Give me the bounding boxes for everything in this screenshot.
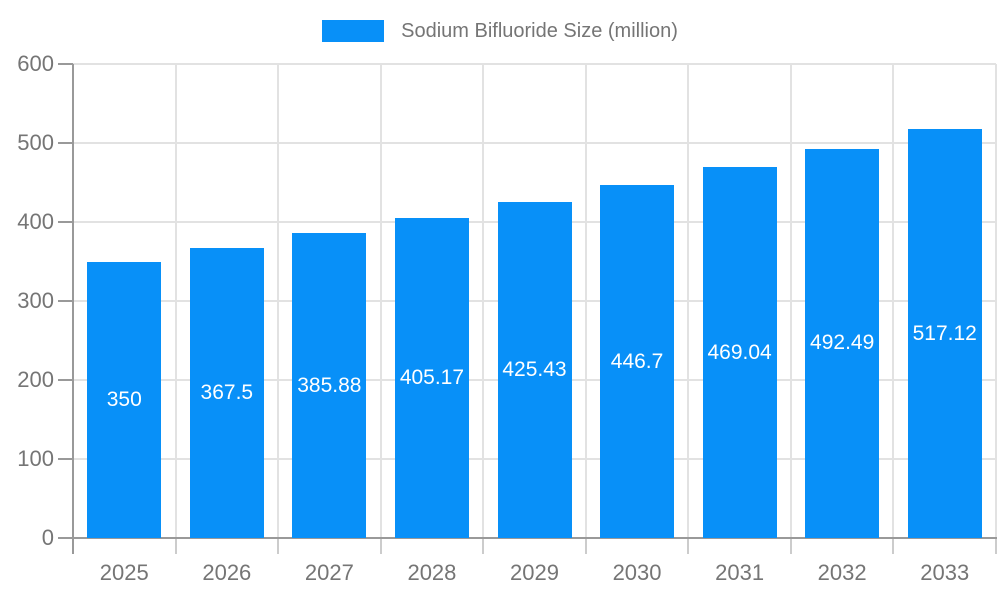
bar-2031[interactable] <box>702 167 777 538</box>
x-axis-category-label: 2032 <box>817 560 867 585</box>
x-axis-tick <box>174 538 177 554</box>
y-axis-tick-label: 100 <box>17 446 54 471</box>
y-axis-tick <box>58 63 73 65</box>
y-axis-tick-label: 0 <box>41 525 54 550</box>
x-axis-category-label: 2027 <box>304 560 354 585</box>
gridline-vertical <box>995 64 997 538</box>
gridline-vertical <box>892 64 895 538</box>
x-axis-category-label: 2028 <box>407 560 457 585</box>
x-axis-line <box>72 537 997 539</box>
gridline-vertical <box>482 64 485 538</box>
y-axis-tick-label: 500 <box>17 130 54 155</box>
bar-2028[interactable] <box>394 217 469 538</box>
x-axis-category-label: 2025 <box>99 560 149 585</box>
gridline-vertical <box>379 64 382 538</box>
y-axis-tick <box>58 300 73 302</box>
bar-2026[interactable] <box>189 247 264 538</box>
y-axis-tick <box>58 458 73 460</box>
bar-2032[interactable] <box>805 148 880 538</box>
y-axis-tick-label: 300 <box>17 288 54 313</box>
bar-2033[interactable] <box>907 129 982 538</box>
y-axis-tick-label: 200 <box>17 367 54 392</box>
y-axis-tick-label: 600 <box>17 51 54 76</box>
x-axis-tick <box>379 538 382 554</box>
y-axis-line <box>72 64 74 554</box>
x-axis-tick <box>789 538 792 554</box>
bar-2027[interactable] <box>292 233 367 538</box>
x-axis-tick <box>995 538 997 554</box>
y-axis-tick <box>58 142 73 144</box>
y-axis-tick-label: 400 <box>17 209 54 234</box>
x-axis-category-label: 2029 <box>510 560 559 585</box>
bar-2029[interactable] <box>497 201 572 538</box>
gridline-vertical <box>277 64 280 538</box>
x-axis-tick <box>277 538 280 554</box>
x-axis-category-label: 2031 <box>715 560 765 585</box>
bar-2030[interactable] <box>600 185 675 538</box>
gridline-vertical <box>584 64 587 538</box>
gridline-vertical <box>789 64 792 538</box>
x-axis-tick <box>892 538 895 554</box>
gridline-vertical <box>687 64 690 538</box>
x-axis-category-label: 2033 <box>920 560 970 585</box>
gridline-horizontal <box>73 63 996 65</box>
legend-series-label: Sodium Bifluoride Size (million) <box>401 20 678 42</box>
gridline-horizontal <box>73 142 996 144</box>
bar-2025[interactable] <box>87 261 162 538</box>
legend-item[interactable]: Sodium Bifluoride Size (million) <box>0 19 1000 43</box>
y-axis-tick <box>58 379 73 381</box>
x-axis-tick <box>687 538 690 554</box>
legend-color-swatch <box>322 20 385 42</box>
x-axis-category-label: 2026 <box>202 560 252 585</box>
x-axis-tick <box>482 538 485 554</box>
x-axis-category-label: 2030 <box>612 560 662 585</box>
y-axis-tick <box>58 221 73 223</box>
gridline-vertical <box>174 64 177 538</box>
y-axis-tick <box>58 537 73 539</box>
x-axis-tick <box>584 538 587 554</box>
